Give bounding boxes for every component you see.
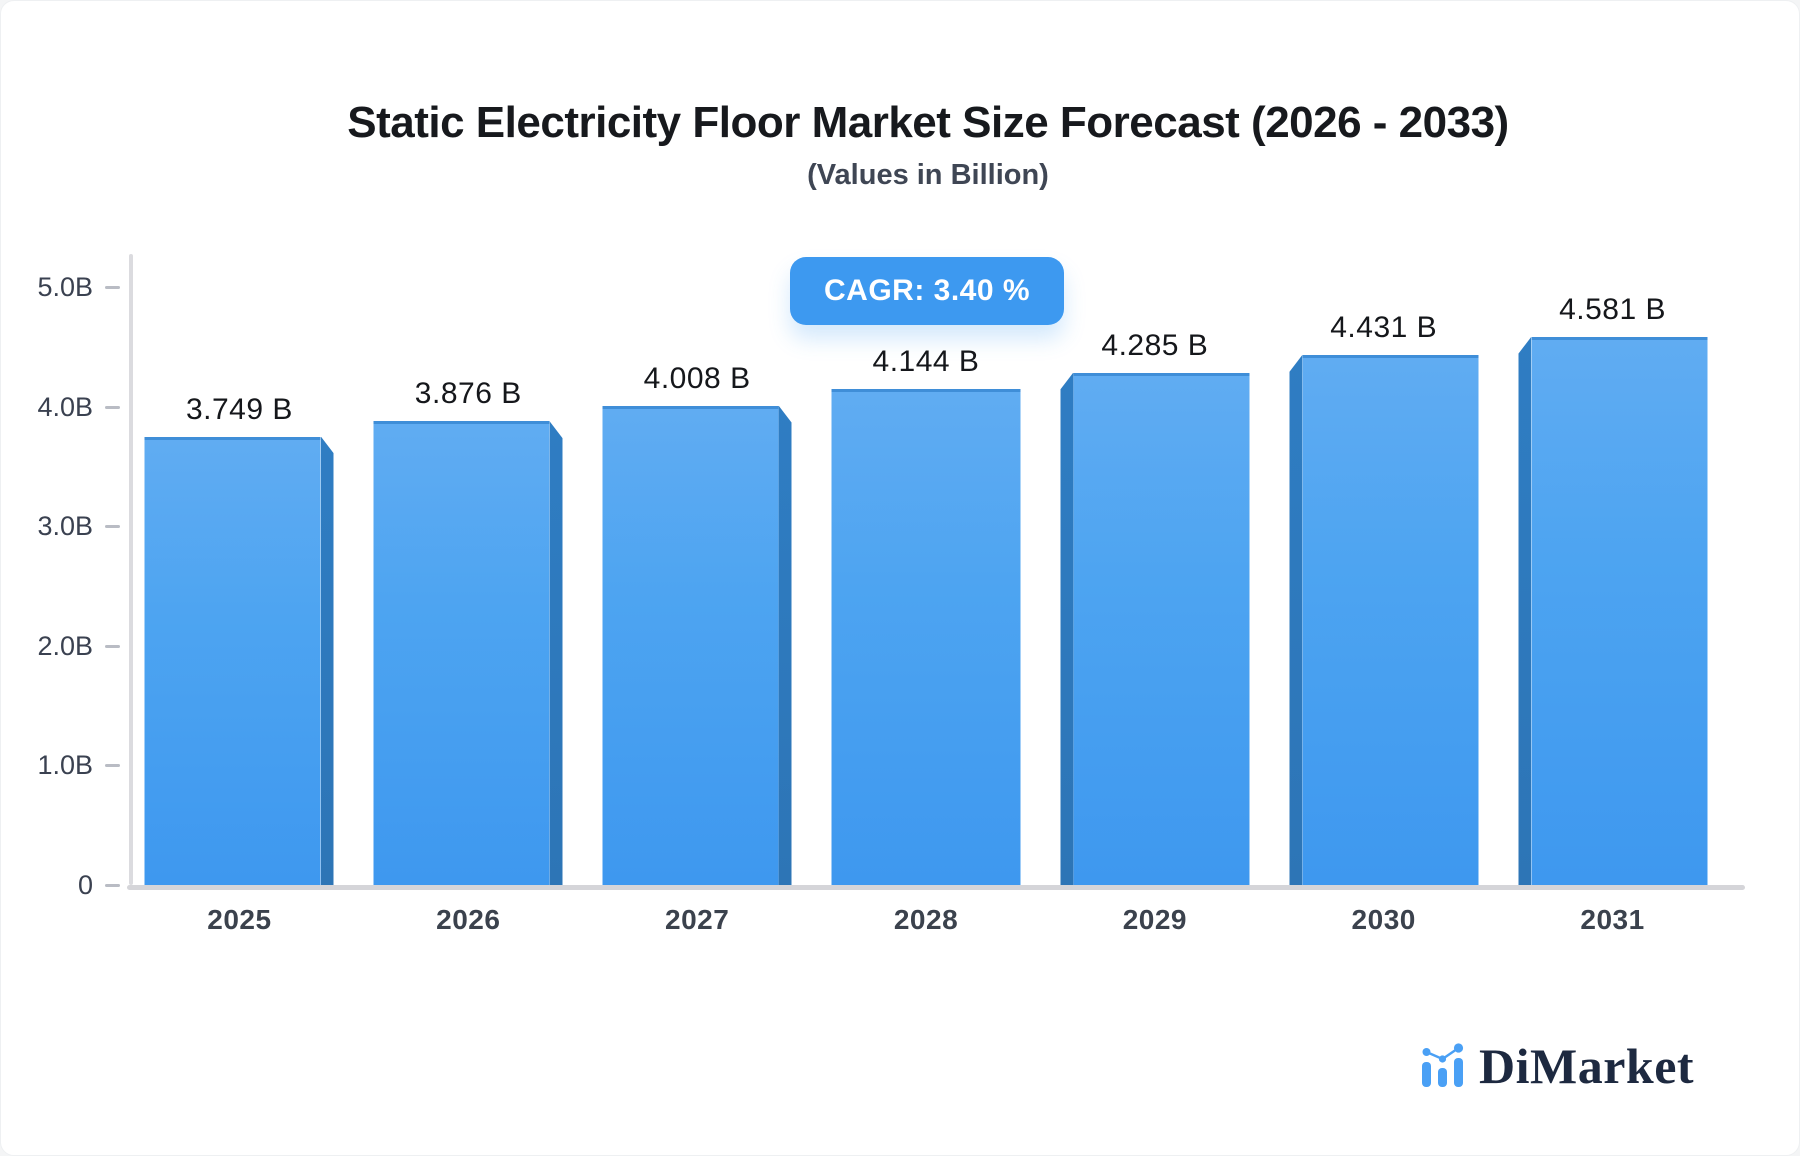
chart-subtitle: (Values in Billion) — [807, 159, 1049, 191]
plot-area: 3.749 B 3.876 B 4.008 B 4.144 B 4.285 B 4.431… — [125, 287, 1727, 885]
bar-side-face — [549, 421, 563, 885]
bar-group-2027: 4.008 B — [583, 287, 812, 885]
bar-value-label: 4.008 B — [643, 361, 751, 395]
x-axis-line — [127, 885, 1745, 890]
bar-face — [1302, 355, 1479, 885]
x-axis-label-2028: 2028 — [893, 904, 959, 935]
x-axis-label-2025: 2025 — [207, 904, 272, 935]
x-axis-label-2027: 2027 — [664, 904, 730, 935]
chart-title: Static Electricity Floor Market Size For… — [347, 98, 1509, 147]
bar-2031: 4.581 B — [1518, 293, 1708, 885]
bar-2025: 3.749 B — [144, 393, 334, 885]
bar-2027: 4.008 B — [602, 362, 792, 885]
y-axis-tick-label: 3.0B — [37, 511, 93, 542]
bar-group-2028: 4.144 B — [812, 287, 1041, 885]
bar-2028: 4.144 B — [831, 345, 1021, 885]
bar-value-label: 4.285 B — [1101, 328, 1209, 362]
y-axis-tick-label: 5.0B — [37, 272, 93, 302]
y-axis-line — [129, 254, 133, 885]
bar-side-face — [1060, 372, 1074, 885]
y-axis-tick-mark — [105, 525, 120, 529]
bar-group-2026: 3.876 B — [354, 287, 583, 885]
bar-group-2029: 4.285 B — [1040, 287, 1269, 885]
y-axis-tick-mark — [105, 405, 120, 409]
x-axis-label-2026: 2026 — [436, 904, 501, 935]
bar-value-label: 4.431 B — [1330, 311, 1438, 345]
bar-face — [373, 421, 550, 885]
mini-bar-chart-icon — [1422, 1043, 1464, 1087]
bar-group-2025: 3.749 B — [125, 287, 354, 885]
bar-group-2031: 4.581 B — [1498, 287, 1727, 885]
bar-value-label: 4.144 B — [872, 345, 980, 379]
x-axis-labels: 2025 2026 2027 2028 2029 2030 2031 — [125, 904, 1727, 944]
bar-2030: 4.431 B — [1289, 311, 1479, 885]
x-axis-label-2030: 2030 — [1351, 904, 1416, 935]
dimarket-logo: DiMarket — [1419, 1037, 1694, 1095]
x-axis-label-2029: 2029 — [1122, 904, 1187, 935]
chart-header: Static Electricity Floor Market Size For… — [57, 97, 1799, 192]
y-axis-tick-label: 0 — [77, 870, 93, 900]
bar-side-face — [778, 405, 792, 885]
y-axis-tick-mark — [105, 884, 120, 887]
bar-face — [831, 389, 1021, 885]
y-axis-tick-label: 4.0B — [37, 391, 93, 422]
bar-side-face — [1518, 337, 1532, 885]
y-axis: 5.0B 4.0B 3.0B 2.0B 1.0B 0 — [1, 272, 131, 900]
bar-face — [602, 405, 779, 885]
y-axis-tick-label: 2.0B — [37, 630, 93, 661]
y-axis-tick-label: 1.0B — [37, 750, 93, 781]
y-axis-tick-mark — [105, 644, 120, 648]
bar-side-face — [1289, 355, 1303, 885]
bar-face — [1073, 372, 1250, 885]
bar-value-label: 4.581 B — [1559, 293, 1667, 327]
bar-group-2030: 4.431 B — [1269, 287, 1498, 885]
bar-2026: 3.876 B — [373, 377, 563, 885]
y-axis-tick-mark — [105, 286, 120, 289]
bar-side-face — [320, 436, 334, 885]
logo-text: DiMarket — [1479, 1038, 1695, 1094]
x-axis-label-2031: 2031 — [1580, 904, 1645, 935]
bar-face — [1531, 337, 1708, 885]
cagr-badge-label: CAGR: 3.40 % — [824, 274, 1031, 307]
bar-face — [144, 436, 321, 885]
bar-value-label: 3.876 B — [414, 377, 522, 411]
y-axis-tick-mark — [105, 764, 120, 768]
bar-value-label: 3.749 B — [185, 392, 293, 426]
cagr-badge: CAGR: 3.40 % — [790, 257, 1065, 325]
bar-2029: 4.285 B — [1060, 329, 1250, 885]
